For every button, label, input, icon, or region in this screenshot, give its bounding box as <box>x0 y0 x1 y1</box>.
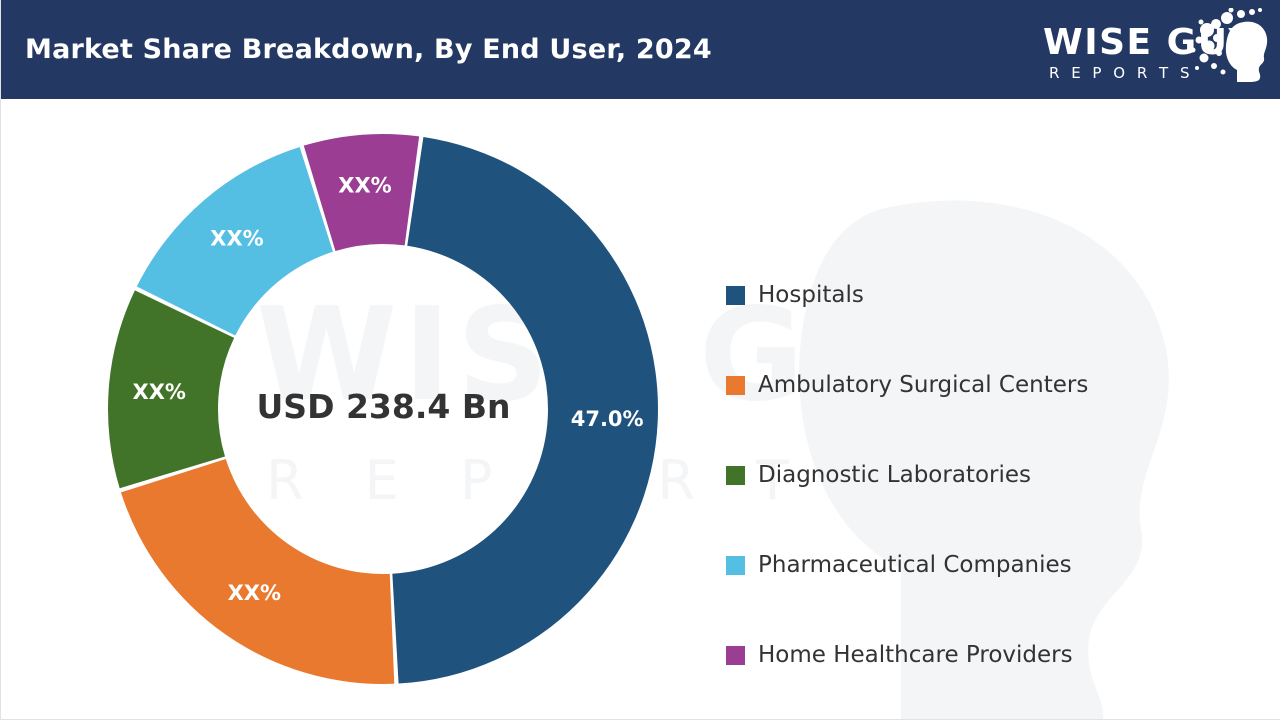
logo-wordmark-line2: R E P O R T S <box>1049 64 1193 82</box>
page-title: Market Share Breakdown, By End User, 202… <box>25 34 712 65</box>
wise-guy-reports-logo: WISE GUY R E P O R T S <box>1043 8 1268 82</box>
donut-chart-svg: 47.0% XX% XX% XX% XX% <box>108 133 658 685</box>
logo-head-profile-icon <box>1190 8 1268 82</box>
donut-slice[interactable] <box>303 133 420 251</box>
legend-item-label: Pharmaceutical Companies <box>758 552 1072 578</box>
legend-swatch-icon <box>726 375 745 395</box>
donut-slice[interactable] <box>136 146 333 336</box>
donut-slice[interactable] <box>392 136 658 684</box>
donut-slice-label: XX% <box>228 581 281 605</box>
legend-item[interactable]: Pharmaceutical Companies <box>726 520 1226 610</box>
donut-chart: 47.0% XX% XX% XX% XX% USD 238.4 Bn <box>1 99 701 719</box>
donut-slice-label: XX% <box>338 173 391 197</box>
legend-item-label: Diagnostic Laboratories <box>758 462 1031 488</box>
donut-center-value: USD 238.4 Bn <box>256 387 511 426</box>
chart-legend: Hospitals Ambulatory Surgical Centers Diag… <box>726 250 1226 700</box>
page-header: Market Share Breakdown, By End User, 202… <box>1 0 1280 99</box>
donut-slice-label: XX% <box>133 380 186 404</box>
legend-swatch-icon <box>726 645 745 665</box>
legend-item-label: Hospitals <box>758 282 864 308</box>
donut-slice[interactable] <box>120 459 395 685</box>
legend-item[interactable]: Ambulatory Surgical Centers <box>726 340 1226 430</box>
legend-item[interactable]: Hospitals <box>726 250 1226 340</box>
legend-swatch-icon <box>726 465 745 485</box>
legend-swatch-icon <box>726 285 745 305</box>
donut-slice-label: 47.0% <box>571 407 644 431</box>
legend-item[interactable]: Diagnostic Laboratories <box>726 430 1226 520</box>
donut-slice-label: XX% <box>210 227 263 251</box>
legend-swatch-icon <box>726 555 745 575</box>
logo-wordmark-line1: WISE GUY <box>1043 22 1256 63</box>
legend-item[interactable]: Home Healthcare Providers <box>726 610 1226 700</box>
legend-item-label: Home Healthcare Providers <box>758 642 1073 668</box>
donut-slice[interactable] <box>108 290 235 489</box>
legend-item-label: Ambulatory Surgical Centers <box>758 372 1089 398</box>
